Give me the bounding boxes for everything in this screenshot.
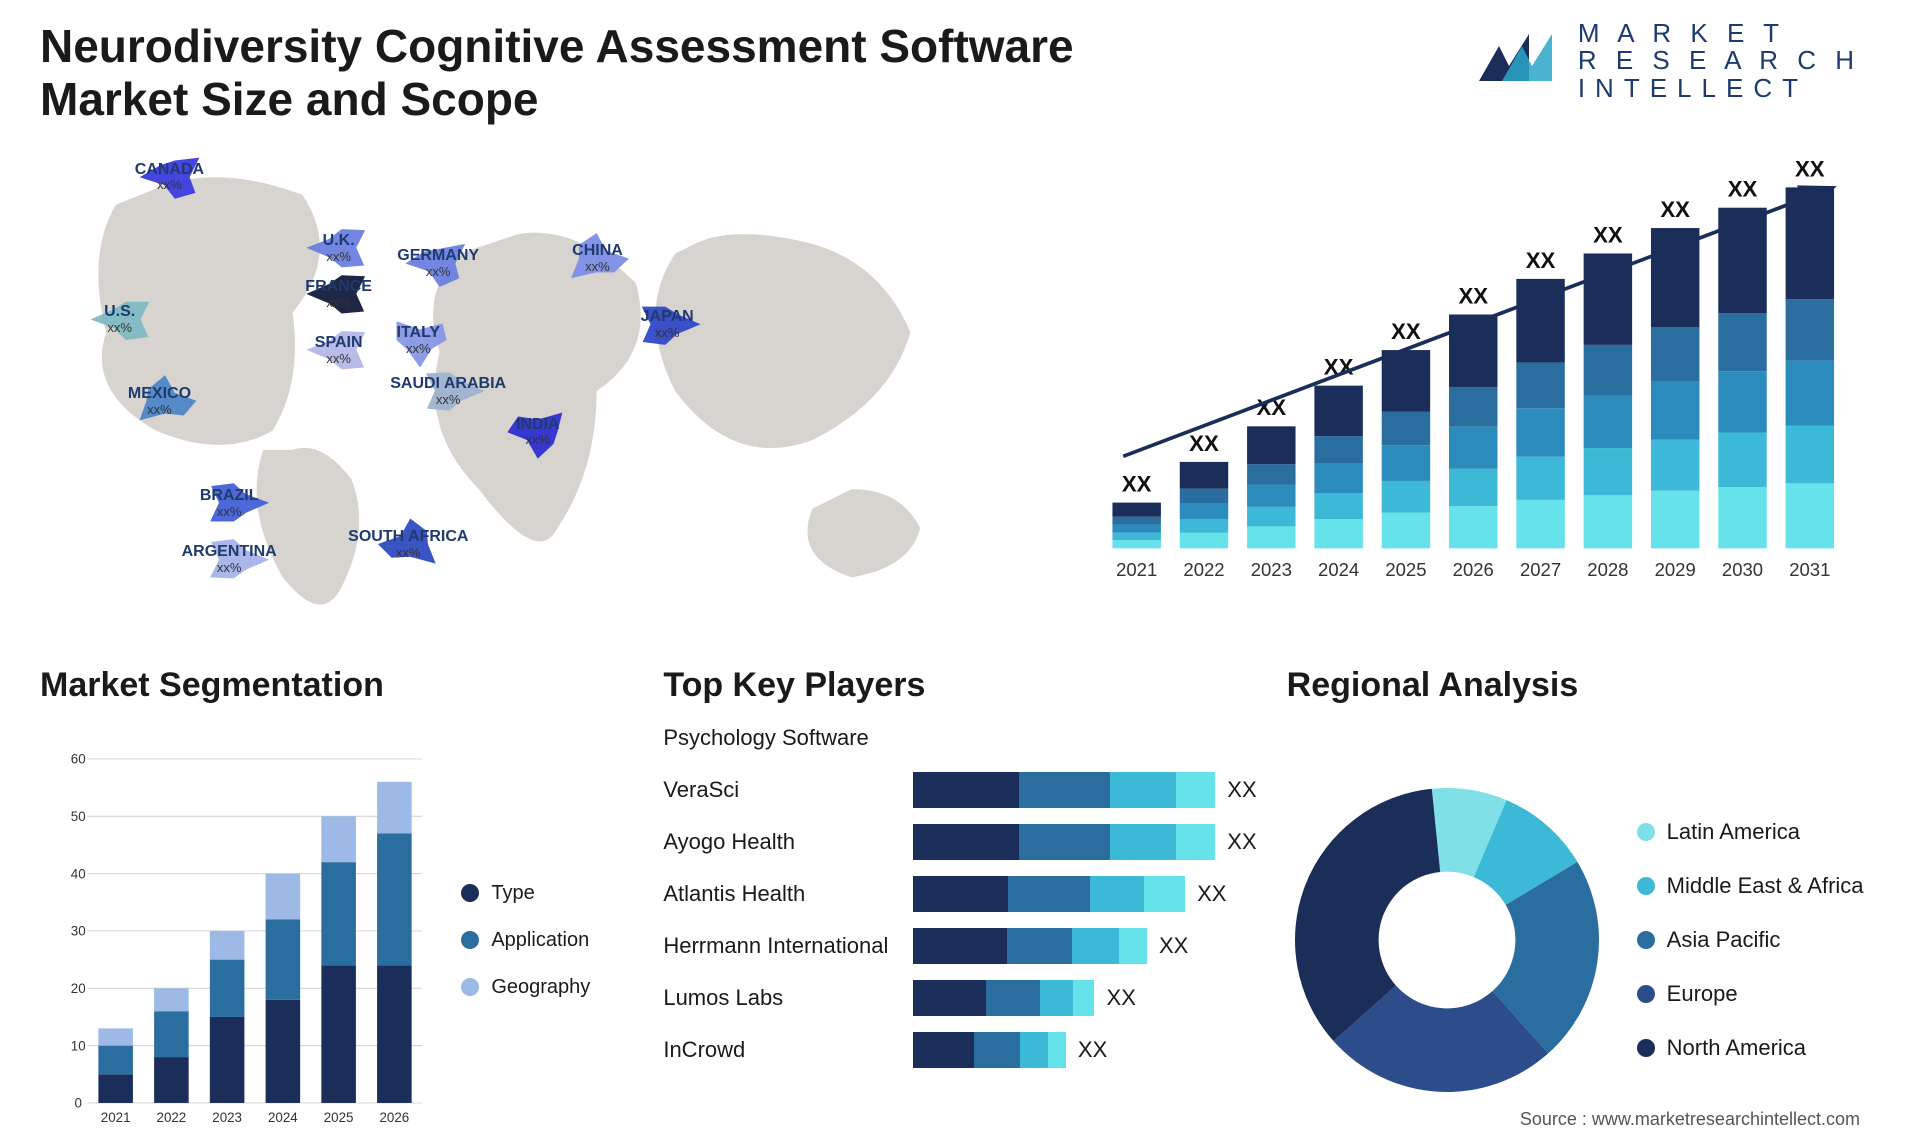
svg-text:XX: XX	[1727, 176, 1757, 201]
map-label-argentina: ARGENTINAxx%	[182, 544, 277, 574]
regional-donut	[1287, 780, 1607, 1100]
svg-text:2025: 2025	[324, 1110, 354, 1125]
market-size-chart: XX 2021 XX 2022 XX 2023 XX 2024 XX 2025 XX 2026 XX 20…	[1066, 136, 1881, 646]
seg-legend-application: Application	[461, 929, 633, 952]
svg-text:XX: XX	[1189, 431, 1219, 456]
seg-legend-type: Type	[461, 882, 633, 905]
svg-text:2027: 2027	[1519, 559, 1560, 580]
region-legend-middle-east-africa: Middle East & Africa	[1637, 873, 1864, 899]
svg-text:XX: XX	[1121, 471, 1151, 496]
top-players-panel: Top Key Players Psychology Software VeraS…	[663, 666, 1256, 1146]
svg-text:2025: 2025	[1385, 559, 1426, 580]
player-row: Psychology Software	[663, 715, 1256, 761]
map-label-south-africa: SOUTH AFRICAxx%	[348, 529, 468, 559]
top-players-chart: Psychology Software VeraSciXX Ayogo Health…	[663, 715, 1256, 1073]
region-legend-europe: Europe	[1637, 981, 1864, 1007]
svg-text:2024: 2024	[1318, 559, 1359, 580]
svg-text:2023: 2023	[212, 1110, 242, 1125]
region-legend-latin-america: Latin America	[1637, 819, 1864, 845]
svg-text:2021: 2021	[1116, 559, 1157, 580]
player-row: Ayogo HealthXX	[663, 819, 1256, 865]
svg-text:2028: 2028	[1587, 559, 1628, 580]
map-label-italy: ITALYxx%	[397, 325, 441, 355]
player-row: Herrmann InternationalXX	[663, 923, 1256, 969]
regional-legend: Latin America Middle East & Africa Asia Pa…	[1637, 819, 1864, 1061]
map-label-u-s-: U.S.xx%	[104, 304, 135, 334]
page-title: Neurodiversity Cognitive Assessment Soft…	[40, 20, 1090, 126]
svg-text:2030: 2030	[1721, 559, 1762, 580]
svg-text:2031: 2031	[1789, 559, 1830, 580]
svg-text:50: 50	[71, 809, 86, 824]
regional-panel: Regional Analysis Latin America Middle Ea…	[1287, 666, 1880, 1146]
segmentation-legend: Type Application Geography	[461, 715, 633, 1146]
footer-source: Source : www.marketresearchintellect.com	[1520, 1109, 1860, 1130]
top-players-title: Top Key Players	[663, 666, 1256, 705]
logo-icon	[1474, 26, 1564, 96]
player-row: Lumos LabsXX	[663, 975, 1256, 1021]
map-label-spain: SPAINxx%	[315, 335, 363, 365]
svg-text:XX: XX	[1795, 156, 1825, 181]
svg-text:XX: XX	[1593, 222, 1623, 247]
region-legend-asia-pacific: Asia Pacific	[1637, 927, 1864, 953]
svg-text:2026: 2026	[379, 1110, 409, 1125]
svg-text:XX: XX	[1525, 248, 1555, 273]
segmentation-title: Market Segmentation	[40, 666, 633, 705]
region-legend-north-america: North America	[1637, 1035, 1864, 1061]
svg-text:20: 20	[71, 981, 86, 996]
svg-text:2029: 2029	[1654, 559, 1695, 580]
svg-text:XX: XX	[1458, 283, 1488, 308]
regional-title: Regional Analysis	[1287, 666, 1880, 705]
segmentation-panel: Market Segmentation 0 10 20 30 40 50 60 2021 202…	[40, 666, 633, 1146]
svg-text:2022: 2022	[157, 1110, 187, 1125]
segmentation-chart: 0 10 20 30 40 50 60 2021 2022 2023 2024 2025 2026	[40, 715, 441, 1146]
map-label-france: FRANCExx%	[305, 279, 372, 309]
map-label-u-k-: U.K.xx%	[323, 233, 355, 263]
svg-text:2026: 2026	[1452, 559, 1493, 580]
map-label-mexico: MEXICOxx%	[128, 386, 191, 416]
player-row: InCrowdXX	[663, 1027, 1256, 1073]
svg-text:2022: 2022	[1183, 559, 1224, 580]
map-label-india: INDIAxx%	[516, 416, 560, 446]
world-map: CANADAxx% U.S.xx% MEXICOxx% U.K.xx% FRANCExx…	[40, 136, 1036, 646]
brand-logo: M A R K E T R E S E A R C H INTELLECT	[1474, 20, 1860, 102]
map-label-china: CHINAxx%	[572, 243, 623, 273]
svg-text:0: 0	[75, 1096, 82, 1111]
svg-text:60: 60	[71, 751, 86, 766]
map-label-canada: CANADAxx%	[135, 161, 204, 191]
player-row: Atlantis HealthXX	[663, 871, 1256, 917]
map-label-germany: GERMANYxx%	[397, 248, 479, 278]
map-label-saudi-arabia: SAUDI ARABIAxx%	[390, 376, 506, 406]
svg-text:30: 30	[71, 924, 86, 939]
svg-text:10: 10	[71, 1038, 86, 1053]
player-row: VeraSciXX	[663, 767, 1256, 813]
seg-legend-geography: Geography	[461, 976, 633, 999]
map-label-japan: JAPANxx%	[641, 309, 694, 339]
map-label-brazil: BRAZILxx%	[200, 488, 259, 518]
svg-text:2023: 2023	[1250, 559, 1291, 580]
svg-text:2021: 2021	[101, 1110, 131, 1125]
svg-text:40: 40	[71, 866, 86, 881]
svg-text:2024: 2024	[268, 1110, 298, 1125]
svg-text:XX: XX	[1391, 319, 1421, 344]
svg-text:XX: XX	[1660, 197, 1690, 222]
